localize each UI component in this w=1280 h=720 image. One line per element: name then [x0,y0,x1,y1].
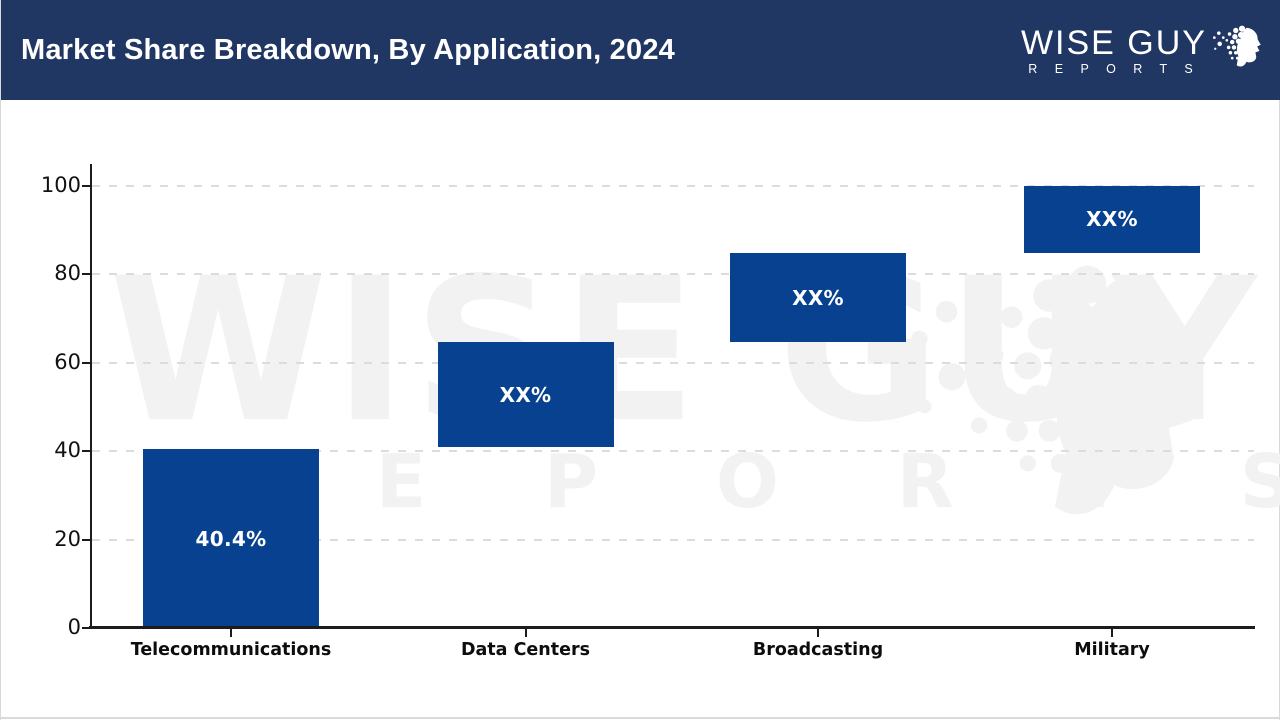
y-tick-label: 0 [67,615,81,639]
brand-name: WISE GUY [1020,23,1207,62]
brand-wordmark: WISE GUY R E P O R T S [1020,23,1207,77]
y-tick-mark [82,273,90,276]
x-tick-mark [1111,629,1113,637]
category-label-telecommunications: Telecommunications [130,640,332,660]
y-tick-mark [82,538,90,541]
page-title: Market Share Breakdown, By Application, … [21,33,675,66]
x-tick-mark [230,629,232,637]
category-label-military: Military [1074,640,1150,660]
bar-value-label: XX% [792,285,844,310]
bar-military: XX% [1024,186,1200,253]
gridline-60 [92,361,1254,364]
header: Market Share Breakdown, By Application, … [1,0,1280,100]
x-axis-line [89,626,1255,629]
y-tick-label: 40 [54,438,81,463]
category-label-broadcasting: Broadcasting [752,640,884,660]
x-tick-mark [817,629,819,637]
bottom-border [1,717,1279,719]
bar-broadcasting: XX% [730,253,906,342]
bar-telecommunications: 40.4% [143,449,319,628]
gridline-100 [92,185,1254,187]
watermark-head-icon [896,265,1202,515]
brand-logo: WISE GUY R E P O R T S [1021,15,1267,87]
x-tick-mark [524,629,527,637]
y-tick-mark [82,185,90,187]
y-tick-label: 100 [40,173,81,197]
bar-value-label: XX% [1086,207,1138,232]
gridline-80 [92,273,1254,276]
bar-value-label: 40.4% [195,526,267,551]
gridline-40 [92,450,1254,453]
y-axis-line [90,164,92,629]
gridline-20 [92,538,1254,541]
y-tick-label: 60 [54,349,81,374]
y-tick-mark [82,450,90,453]
bar-data-centers: XX% [437,342,614,448]
y-tick-mark [82,361,90,364]
y-tick-label: 80 [54,261,81,286]
y-tick-label: 20 [54,526,81,551]
wiseguy-head-icon [1213,25,1261,67]
category-label-data-centers: Data Centers [460,640,591,660]
bar-value-label: XX% [499,382,552,407]
y-tick-mark [82,627,90,629]
brand-subtitle: R E P O R T S [1028,62,1200,77]
